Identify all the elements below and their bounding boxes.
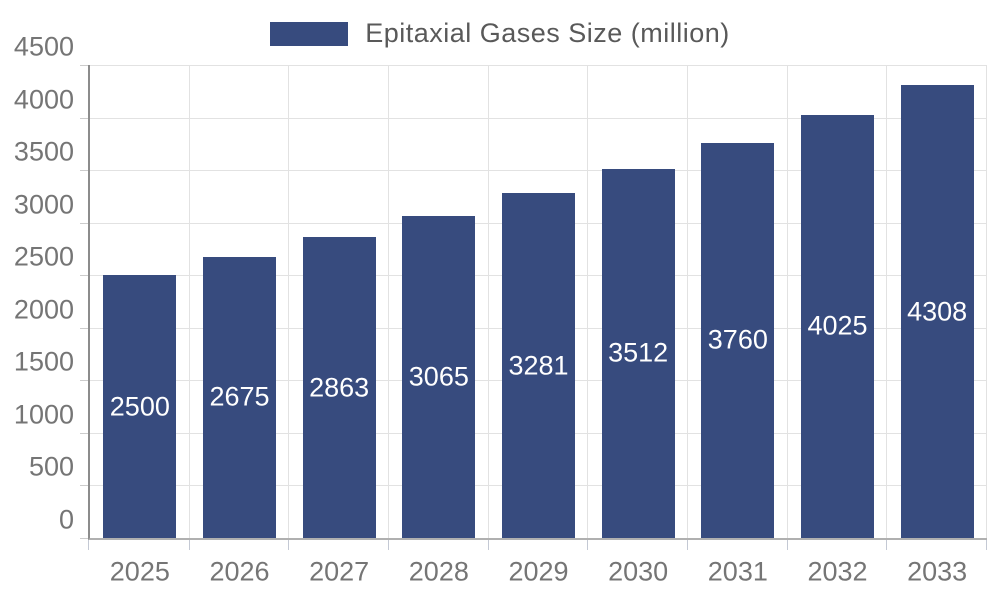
gridline-vertical [487, 65, 489, 538]
gridline-vertical [886, 65, 888, 538]
plot-area: 2500 2675 2863 3065 3281 3512 3760 4025 4308 0 50… [14, 32, 987, 587]
x-axis-tick [188, 540, 190, 550]
x-axis-tick-label: 2026 [209, 556, 270, 587]
gridline-vertical [288, 65, 290, 538]
y-axis-tick [80, 222, 88, 224]
bar-value-label: 2863 [309, 372, 370, 403]
y-axis-tick [80, 485, 88, 487]
y-axis-tick-label: 3500 [13, 136, 74, 167]
x-axis-tick-label: 2029 [508, 556, 569, 587]
y-axis-tick-label: 4000 [13, 84, 74, 115]
gridline-horizontal [90, 117, 987, 119]
x-axis-tick-label: 2025 [109, 556, 170, 587]
x-axis-tick [587, 540, 589, 550]
y-axis-tick-label: 500 [28, 451, 74, 482]
y-axis-tick-label: 3000 [13, 189, 74, 220]
y-axis-tick [80, 117, 88, 119]
x-axis-tick [288, 540, 290, 550]
bar-value-label: 4308 [907, 296, 968, 327]
bar-value-label: 4025 [807, 310, 868, 341]
gridline-vertical [188, 65, 190, 538]
bar-value-label: 2675 [209, 381, 270, 412]
x-axis-tick [487, 540, 489, 550]
bar-value-label: 2500 [109, 391, 170, 422]
x-axis-tick [986, 540, 987, 550]
x-axis-tick [387, 540, 389, 550]
gridline-vertical [587, 65, 589, 538]
bar-value-label: 3512 [608, 337, 669, 368]
gridline-vertical [986, 65, 987, 538]
y-axis-tick [80, 538, 88, 539]
legend-swatch-icon [270, 21, 349, 46]
legend[interactable]: Epitaxial Gases Size (million) [0, 18, 1000, 49]
y-axis-tick [80, 275, 88, 277]
legend-label: Epitaxial Gases Size (million) [365, 18, 730, 48]
x-axis-tick [88, 540, 89, 550]
y-axis-tick-label: 1000 [13, 399, 74, 430]
bar-2030[interactable]: 3512 [601, 168, 675, 538]
y-axis-tick-label: 2500 [13, 241, 74, 272]
bar-2029[interactable]: 3281 [502, 193, 575, 538]
y-axis-tick-label: 1500 [13, 346, 74, 377]
bar-2025[interactable]: 2500 [103, 275, 177, 538]
bar-2032[interactable]: 4025 [801, 114, 874, 538]
bar-2028[interactable]: 3065 [402, 215, 476, 538]
x-axis-tick-label: 2030 [608, 556, 669, 587]
x-axis-tick-label: 2033 [907, 556, 968, 587]
bar-2026[interactable]: 2675 [203, 256, 276, 538]
bar-value-label: 3281 [508, 350, 569, 381]
x-axis-tick-label: 2031 [707, 556, 768, 587]
y-axis-tick [80, 380, 88, 382]
bar-2033[interactable]: 4308 [900, 85, 974, 538]
x-axis-tick-label: 2032 [807, 556, 868, 587]
x-axis-tick [686, 540, 688, 550]
bar-2027[interactable]: 2863 [302, 237, 376, 538]
x-axis-tick [886, 540, 888, 550]
y-axis-tick-label: 0 [58, 504, 74, 535]
y-axis-tick [80, 327, 88, 329]
gridline-horizontal [90, 65, 987, 66]
x-axis-tick-label: 2027 [309, 556, 370, 587]
bar-value-label: 3065 [408, 361, 469, 392]
y-axis-tick [80, 170, 88, 172]
y-axis-tick-label: 4500 [13, 31, 74, 62]
gridline-vertical [686, 65, 688, 538]
gridline-vertical [786, 65, 788, 538]
bar-2031[interactable]: 3760 [701, 142, 775, 538]
bar-value-label: 3760 [707, 324, 768, 355]
x-axis-tick-label: 2028 [408, 556, 469, 587]
gridline-horizontal [90, 170, 987, 172]
gridline-vertical [387, 65, 389, 538]
y-axis-tick [80, 65, 88, 66]
y-axis-tick-label: 2000 [13, 294, 74, 325]
y-axis-tick [80, 432, 88, 434]
x-axis-tick [786, 540, 788, 550]
